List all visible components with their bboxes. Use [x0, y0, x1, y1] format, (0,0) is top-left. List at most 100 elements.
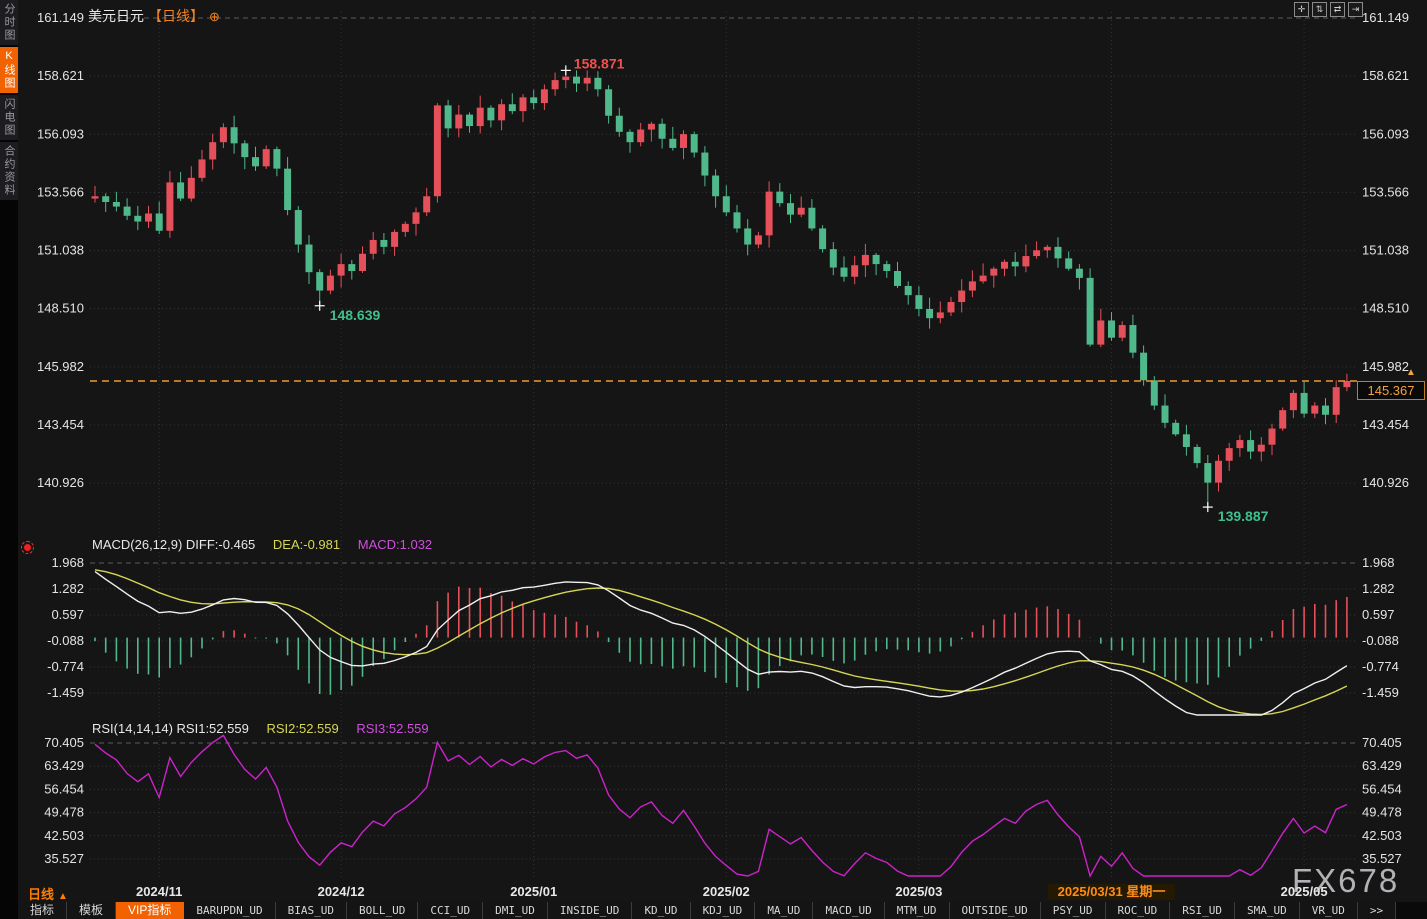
sidebar-tab-1[interactable]: 分时图: [0, 0, 18, 45]
svg-text:-0.774: -0.774: [1362, 659, 1399, 674]
svg-text:140.926: 140.926: [37, 475, 84, 490]
svg-text:-0.088: -0.088: [47, 633, 84, 648]
indicator-tab-KDJ_UD[interactable]: KDJ_UD: [690, 902, 756, 919]
svg-text:139.887: 139.887: [1218, 508, 1269, 524]
indicator-tab-RSI_UD[interactable]: RSI_UD: [1170, 902, 1236, 919]
chart-background: [18, 0, 1427, 902]
indicator-tab-bar: 指标 模板 VIP指标 BARUPDN_UD BIAS_UD BOLL_UD CCI_UD D…: [0, 902, 1427, 919]
svg-text:-0.774: -0.774: [47, 659, 84, 674]
svg-text:56.454: 56.454: [44, 781, 84, 796]
svg-text:70.405: 70.405: [1362, 735, 1402, 750]
axis-labels: 161.149 161.149 158.621 158.621 156.093 156.0…: [37, 10, 1409, 866]
gridlines: [90, 12, 1357, 878]
indicator-tab--[interactable]: 指标: [18, 902, 68, 919]
candlestick-series[interactable]: [91, 70, 1351, 508]
rsi-indicator-label: RSI(14,14,14) RSI1:52.559 RSI2:52.559 RS…: [92, 721, 429, 736]
rsi-pane[interactable]: [94, 734, 1348, 878]
svg-text:148.510: 148.510: [37, 301, 84, 316]
svg-text:158.871: 158.871: [574, 55, 625, 71]
macd-diff-value: MACD(26,12,9) DIFF:-0.465: [92, 537, 256, 552]
indicator-tab->>[interactable]: >>: [1357, 902, 1397, 919]
current-price-badge: 145.367: [1357, 381, 1425, 400]
rsi-line: [94, 734, 1348, 878]
indicator-tab--[interactable]: 模板: [67, 902, 117, 919]
svg-text:2024/12: 2024/12: [318, 884, 365, 899]
indicator-tab-CCI_UD[interactable]: CCI_UD: [418, 902, 484, 919]
svg-text:153.566: 153.566: [1362, 184, 1409, 199]
svg-text:-1.459: -1.459: [1362, 685, 1399, 700]
svg-text:49.478: 49.478: [1362, 805, 1402, 820]
svg-text:1.968: 1.968: [51, 555, 84, 570]
indicator-tab-MTM_UD[interactable]: MTM_UD: [884, 902, 950, 919]
indicator-tab-MA_UD[interactable]: MA_UD: [755, 902, 814, 919]
indicator-settings-icon[interactable]: [21, 541, 34, 554]
chart-toolbar: ✛ ⇅ ⇄ ⇥: [1294, 2, 1363, 17]
svg-text:0.597: 0.597: [51, 607, 84, 622]
watermark: FX678: [1292, 862, 1400, 899]
indicator-tab-KD_UD[interactable]: KD_UD: [632, 902, 691, 919]
macd-dea-value: DEA:-0.981: [272, 537, 341, 552]
svg-text:-0.088: -0.088: [1362, 633, 1399, 648]
svg-text:153.566: 153.566: [37, 184, 84, 199]
macd-pane[interactable]: [94, 569, 1348, 716]
svg-text:56.454: 56.454: [1362, 781, 1402, 796]
svg-text:161.149: 161.149: [1362, 10, 1409, 25]
indicator-tab-VR_UD[interactable]: VR_UD: [1299, 902, 1358, 919]
interval-selector[interactable]: 日线 ▲: [28, 884, 68, 903]
tab-bar-spacer: [0, 902, 18, 919]
macd-indicator-label: MACD(26,12,9) DIFF:-0.465 DEA:-0.981 MAC…: [92, 537, 432, 552]
svg-text:35.527: 35.527: [44, 851, 84, 866]
svg-text:158.621: 158.621: [37, 68, 84, 83]
chevron-up-icon: ▲: [58, 891, 68, 902]
dea-line: [94, 569, 1348, 716]
sidebar-tab-4[interactable]: 合约资料: [0, 142, 18, 200]
svg-text:35.527: 35.527: [1362, 851, 1402, 866]
svg-text:143.454: 143.454: [1362, 417, 1409, 432]
zoom-y-axis-icon[interactable]: ⇅: [1312, 2, 1327, 17]
svg-text:148.510: 148.510: [1362, 301, 1409, 316]
zoom-x-axis-icon[interactable]: ⇄: [1330, 2, 1345, 17]
rsi2-value: RSI2:52.559: [266, 721, 339, 736]
indicator-tab-PSY_UD[interactable]: PSY_UD: [1040, 902, 1106, 919]
rsi3-value: RSI3:52.559: [356, 721, 429, 736]
rsi1-value: RSI(14,14,14) RSI1:52.559: [92, 721, 249, 736]
indicator-tab-VIP-[interactable]: VIP指标: [116, 902, 185, 919]
move-icon[interactable]: ✛: [1294, 2, 1309, 17]
svg-text:49.478: 49.478: [44, 805, 84, 820]
price-extreme-markers: 158.871 148.639 139.887: [314, 55, 1269, 524]
sidebar-tab-3[interactable]: 闪电图: [0, 95, 18, 140]
svg-text:143.454: 143.454: [37, 417, 84, 432]
exit-chart-icon[interactable]: ⇥: [1348, 2, 1363, 17]
x-axis-labels: 2024/11 2024/12 2025/01 2025/02 2025/03 2025/…: [136, 884, 1328, 900]
indicator-tab-MACD_UD[interactable]: MACD_UD: [813, 902, 885, 919]
svg-text:145.982: 145.982: [37, 359, 84, 374]
svg-text:1.282: 1.282: [51, 581, 84, 596]
svg-text:-1.459: -1.459: [47, 685, 84, 700]
svg-text:156.093: 156.093: [37, 126, 84, 141]
indicator-tab-OUTSIDE_UD[interactable]: OUTSIDE_UD: [949, 902, 1041, 919]
svg-text:2024/11: 2024/11: [136, 884, 182, 899]
indicator-tab-BIAS_UD[interactable]: BIAS_UD: [275, 902, 347, 919]
svg-text:2025/05: 2025/05: [1281, 884, 1328, 899]
indicator-tab-INSIDE_UD[interactable]: INSIDE_UD: [547, 902, 633, 919]
svg-text:1.282: 1.282: [1362, 581, 1395, 596]
period-label: 【日线】: [148, 8, 204, 24]
symbol-name: 美元日元: [88, 8, 144, 24]
current-price-arrow-icon: ▲: [1406, 367, 1416, 378]
indicator-tab-BOLL_UD[interactable]: BOLL_UD: [346, 902, 419, 919]
svg-text:2025/02: 2025/02: [703, 884, 750, 899]
add-circle-icon[interactable]: ⊕: [209, 9, 220, 24]
svg-text:156.093: 156.093: [1362, 126, 1409, 141]
svg-text:148.639: 148.639: [330, 307, 381, 323]
indicator-tab-BARUPDN_UD[interactable]: BARUPDN_UD: [184, 902, 276, 919]
sidebar: 分时图 K线图闪电图合约资料: [0, 0, 18, 919]
sidebar-tab-2[interactable]: K线图: [0, 47, 18, 93]
svg-text:151.038: 151.038: [1362, 243, 1409, 258]
indicator-tab-SMA_UD[interactable]: SMA_UD: [1235, 902, 1300, 919]
indicator-tab-DMI_UD[interactable]: DMI_UD: [483, 902, 548, 919]
interval-text: 日线: [28, 887, 55, 902]
indicator-tab-ROC_UD[interactable]: ROC_UD: [1105, 902, 1171, 919]
svg-text:63.429: 63.429: [1362, 758, 1402, 773]
